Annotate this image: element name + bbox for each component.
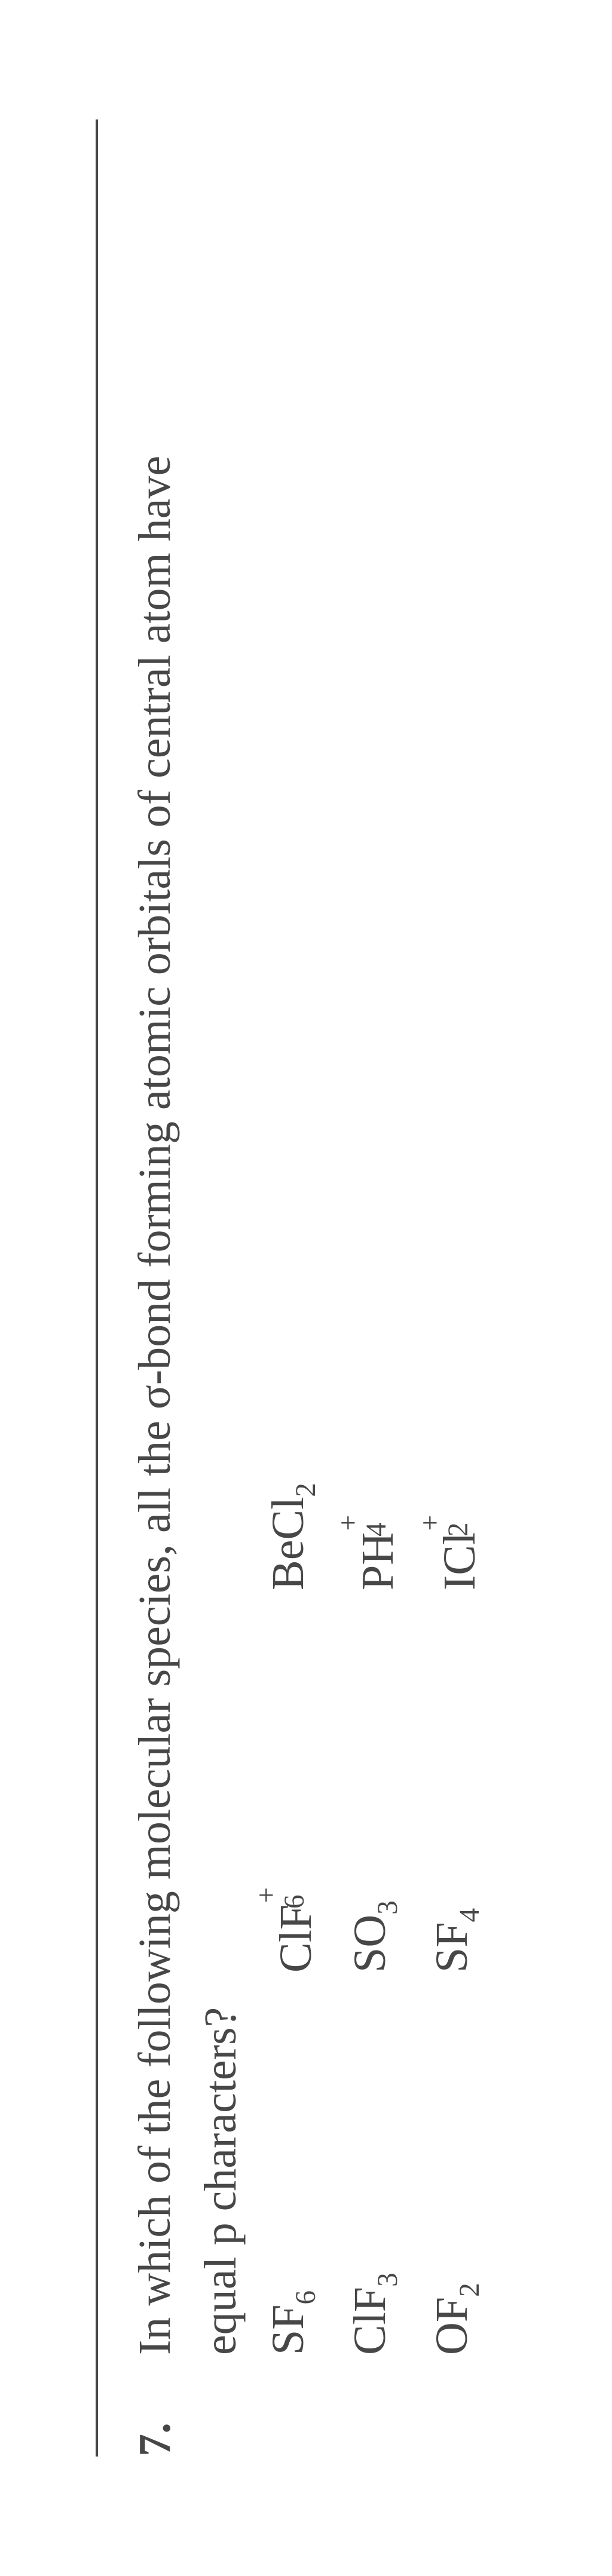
formula-sub-sup-stack: +2 — [429, 1507, 475, 1532]
formula-subscript: 6 — [290, 2290, 322, 2305]
question-line-2: equal p characters? — [195, 2007, 246, 2355]
formula-superscript: + — [417, 1515, 445, 1531]
chemical-formula: BeCl2 — [265, 1483, 318, 1590]
species-cell: ClF3 — [347, 1973, 400, 2355]
formula-subscript: 6 — [281, 1894, 309, 1909]
formula-base: PH — [353, 1532, 403, 1590]
question-number: 7. — [122, 2355, 188, 2457]
species-cell: BeCl2 — [265, 1483, 319, 1590]
chemical-formula: SF4 — [429, 1908, 482, 1973]
chemical-formula: ICl+2 — [429, 1507, 482, 1590]
content-block: 7. In which of the following molecular s… — [96, 119, 511, 2457]
formula-base: ClF — [271, 1905, 321, 1973]
species-row: ClF3SO3PH+4 — [347, 119, 400, 2355]
formula-subscript: 3 — [372, 2273, 403, 2287]
formula-subscript: 3 — [372, 1900, 403, 1915]
formula-base: ICl — [434, 1532, 485, 1590]
formula-base: ClF — [345, 2287, 395, 2355]
formula-base: BeCl — [263, 1497, 313, 1590]
species-cell: SO3 — [347, 1590, 400, 1973]
formula-base: SF — [427, 1922, 477, 1973]
species-row: OF2SF4ICl+2 — [429, 119, 482, 2355]
species-cell: SF6 — [265, 1973, 319, 2355]
species-grid: SF6ClF+6BeCl2ClF3SO3PH+4OF2SF4ICl+2 — [265, 119, 482, 2355]
species-cell: OF2 — [429, 1973, 482, 2355]
formula-base: OF — [427, 2297, 477, 2355]
species-cell: ICl+2 — [429, 1507, 482, 1590]
top-rule — [96, 119, 98, 2457]
rotated-page: 7. In which of the following molecular s… — [0, 0, 612, 2576]
formula-base: SO — [345, 1915, 395, 1973]
formula-base: SF — [263, 2304, 313, 2355]
species-row: SF6ClF+6BeCl2 — [265, 119, 319, 2355]
formula-sub-sup-stack: +4 — [347, 1507, 393, 1532]
chemical-formula: OF2 — [429, 2283, 482, 2355]
chemical-formula: SF6 — [265, 2290, 318, 2355]
formula-subscript: 4 — [363, 1522, 391, 1537]
formula-superscript: + — [335, 1515, 363, 1531]
question-text: In which of the following molecular spec… — [122, 119, 253, 2355]
question-row: 7. In which of the following molecular s… — [122, 119, 253, 2457]
question-line-1: In which of the following molecular spec… — [130, 456, 180, 2355]
formula-subscript: 4 — [454, 1908, 485, 1922]
chemical-formula: PH+4 — [347, 1507, 400, 1590]
species-cell: PH+4 — [347, 1507, 400, 1590]
formula-sub-sup-stack: +6 — [265, 1879, 311, 1905]
formula-subscript: 2 — [454, 2283, 485, 2297]
formula-subscript: 2 — [445, 1522, 473, 1537]
chemical-formula: ClF3 — [347, 2273, 400, 2355]
chemical-formula: ClF+6 — [265, 1879, 319, 1973]
species-cell: ClF+6 — [265, 1590, 319, 1973]
formula-subscript: 2 — [290, 1483, 322, 1497]
chemical-formula: SO3 — [347, 1900, 400, 1973]
species-cell: SF4 — [429, 1590, 482, 1973]
formula-superscript: + — [253, 1887, 281, 1903]
